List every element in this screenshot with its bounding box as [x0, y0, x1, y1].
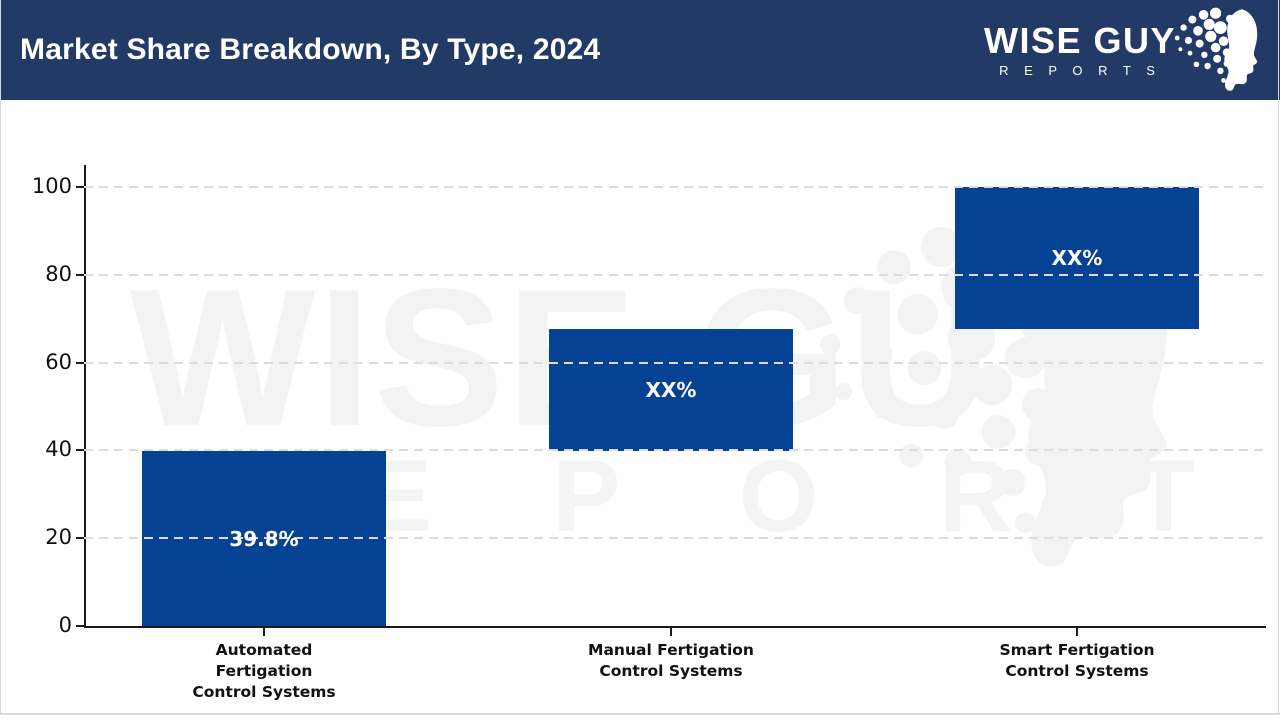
y-tick-60 [76, 361, 84, 364]
x-category-label-line: Manual Fertigation [588, 641, 754, 659]
page-border-bottom [0, 713, 1280, 715]
gridline-80 [84, 273, 1266, 276]
x-category-label-line: Smart Fertigation [999, 641, 1155, 659]
x-tick [1076, 628, 1078, 636]
x-tick [670, 628, 672, 636]
y-tick-label-0: 0 [58, 613, 72, 637]
gridline-40 [84, 449, 1266, 452]
wise-guy-logo: WISE GUY R E P O R T S [984, 6, 1266, 94]
x-category-label-line: Control Systems [1005, 662, 1149, 680]
y-tick-label-100: 100 [31, 174, 72, 198]
page-title: Market Share Breakdown, By Type, 2024 [20, 33, 601, 66]
bar-value-label: XX% [645, 378, 697, 403]
bar-value-label: 39.8% [229, 526, 299, 551]
y-tick-80 [76, 273, 84, 276]
y-tick-20 [76, 537, 84, 540]
bar-segment [549, 329, 793, 452]
y-tick-label-80: 80 [45, 261, 72, 286]
x-category-label-line: Control Systems [599, 662, 743, 680]
y-tick-40 [76, 449, 84, 452]
y-tick-0 [76, 625, 84, 627]
logo-brand-subtitle: R E P O R T S [999, 62, 1161, 78]
y-tick-label-40: 40 [45, 437, 72, 462]
x-axis-spine [84, 626, 1266, 628]
page-border-left [0, 0, 1, 714]
x-tick [263, 628, 265, 636]
y-tick-100 [76, 186, 84, 188]
gridline-20 [84, 537, 1266, 540]
x-category-label-line: Automated [215, 641, 313, 659]
x-category-label: Automated Fertigation Control Systems [104, 640, 424, 703]
logo-brand-name: WISE GUY [983, 19, 1176, 61]
x-category-label-line: Control Systems [192, 683, 336, 701]
x-category-label: Smart Fertigation Control Systems [917, 640, 1237, 682]
y-tick-label-20: 20 [45, 525, 72, 550]
x-category-label-line: Fertigation [215, 662, 313, 680]
bar-value-label: XX% [1051, 246, 1103, 271]
y-axis-spine [84, 165, 86, 627]
logo-head-icon [1174, 7, 1258, 91]
gridline-100 [84, 186, 1266, 188]
page-border-right [1278, 0, 1279, 714]
header-bar: Market Share Breakdown, By Type, 2024 WI… [0, 0, 1280, 100]
logo-text: WISE GUY R E P O R T S [983, 19, 1176, 78]
x-category-label: Manual Fertigation Control Systems [511, 640, 831, 682]
gridline-60 [84, 361, 1266, 364]
y-tick-label-60: 60 [45, 349, 72, 374]
